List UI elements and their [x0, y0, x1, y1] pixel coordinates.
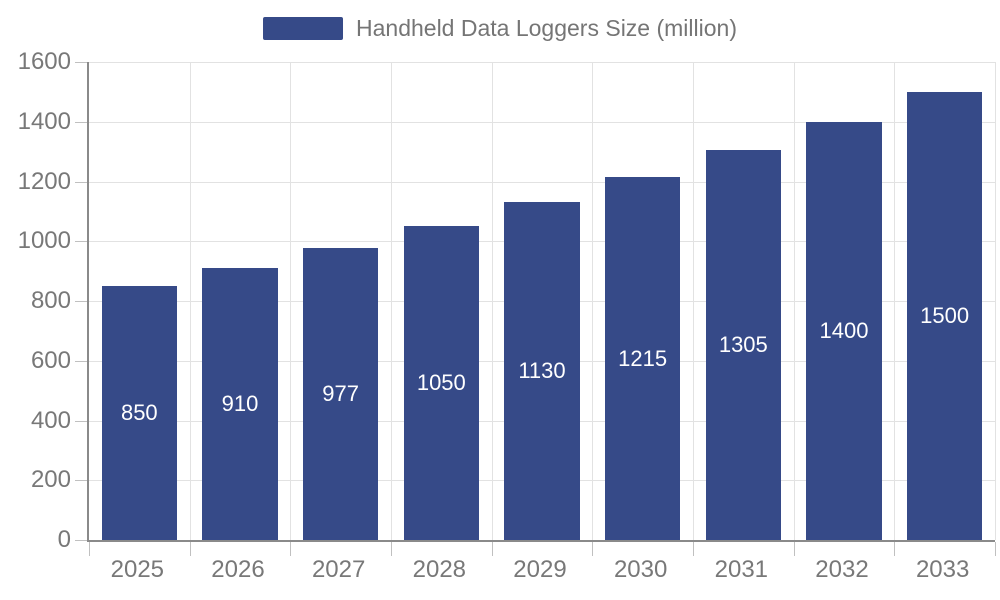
x-axis-label: 2027 [311, 556, 366, 583]
x-axis-label: 2028 [412, 556, 467, 583]
y-axis-label: 1000 [17, 227, 71, 255]
x-axis: 2025 2026 2027 2028 2029 2030 2031 2032 2033 [87, 556, 993, 588]
x-axis-tick [189, 542, 191, 556]
y-axis-label: 800 [30, 287, 71, 314]
y-axis-label: 1200 [17, 167, 71, 195]
x-axis-label: 2029 [513, 556, 567, 583]
x-axis-label: 2031 [714, 556, 769, 583]
x-axis-label: 2032 [815, 556, 869, 583]
y-axis-label: 1600 [17, 48, 71, 75]
x-axis-tick [290, 542, 292, 556]
y-axis-tick [75, 241, 87, 243]
x-axis-tick [894, 542, 896, 556]
y-axis: 0 200 400 600 800 1000 1200 1400 1600 [0, 48, 71, 553]
x-axis-label: 2030 [613, 556, 668, 583]
y-axis-tick [75, 360, 87, 362]
x-gridline [894, 62, 896, 540]
bar: 1050 [403, 226, 480, 540]
x-axis-tick [390, 542, 392, 556]
bar-value-label: 977 [322, 381, 359, 407]
y-axis-label: 400 [30, 406, 71, 434]
bar-value-label: 1050 [416, 370, 466, 396]
bar-value-label: 1305 [718, 332, 768, 358]
bar-value-label: 1130 [518, 358, 566, 384]
y-axis-label: 1400 [17, 107, 71, 135]
x-axis-tick [995, 542, 996, 556]
bar-value-label: 1215 [618, 345, 668, 371]
y-axis-tick [75, 181, 87, 183]
plot-area: 850 910 977 1050 1130 1215 1305 1400 1500 [75, 62, 996, 556]
y-axis-label: 200 [30, 466, 71, 494]
legend[interactable]: Handheld Data Loggers Size (million) [263, 15, 737, 42]
x-axis-label: 2025 [110, 556, 165, 583]
y-axis-tick [75, 301, 87, 302]
bar-value-label: 1500 [920, 302, 970, 328]
x-gridline [189, 62, 191, 540]
bar-value-label: 1400 [819, 317, 869, 343]
x-axis-label: 2026 [211, 556, 265, 583]
legend-swatch-icon[interactable] [263, 17, 344, 40]
bar: 1215 [604, 177, 681, 540]
x-axis-tick [692, 542, 694, 556]
y-axis-label: 0 [57, 526, 71, 553]
bar: 1130 [504, 202, 580, 540]
x-gridline [692, 62, 694, 540]
y-axis-label: 600 [30, 346, 71, 374]
y-axis-tick [75, 420, 87, 422]
y-axis-tick [75, 62, 87, 63]
bar: 977 [302, 248, 379, 540]
x-axis-tick [592, 542, 594, 556]
legend-label[interactable]: Handheld Data Loggers Size (million) [356, 15, 737, 41]
x-axis-tick [491, 542, 493, 556]
bar: 1305 [705, 150, 782, 540]
y-axis-tick [75, 540, 87, 541]
x-axis-tick [793, 542, 795, 556]
y-gridline [89, 121, 995, 123]
bar: 1500 [906, 91, 983, 540]
x-axis-tick [89, 542, 90, 556]
x-axis-label: 2033 [915, 556, 970, 583]
y-axis-tick [75, 480, 87, 482]
x-gridline [491, 62, 493, 540]
x-gridline [995, 62, 996, 540]
x-gridline [592, 62, 594, 540]
bar-value-label: 910 [221, 391, 259, 417]
x-gridline [793, 62, 795, 540]
y-gridline [89, 181, 995, 183]
bar-value-label: 850 [120, 400, 158, 426]
x-gridline [390, 62, 392, 540]
y-gridline [89, 62, 995, 63]
bar: 850 [101, 286, 178, 540]
bar: 1400 [806, 121, 882, 540]
y-axis-tick [75, 121, 87, 123]
bar: 910 [202, 268, 278, 540]
x-gridline [290, 62, 292, 540]
